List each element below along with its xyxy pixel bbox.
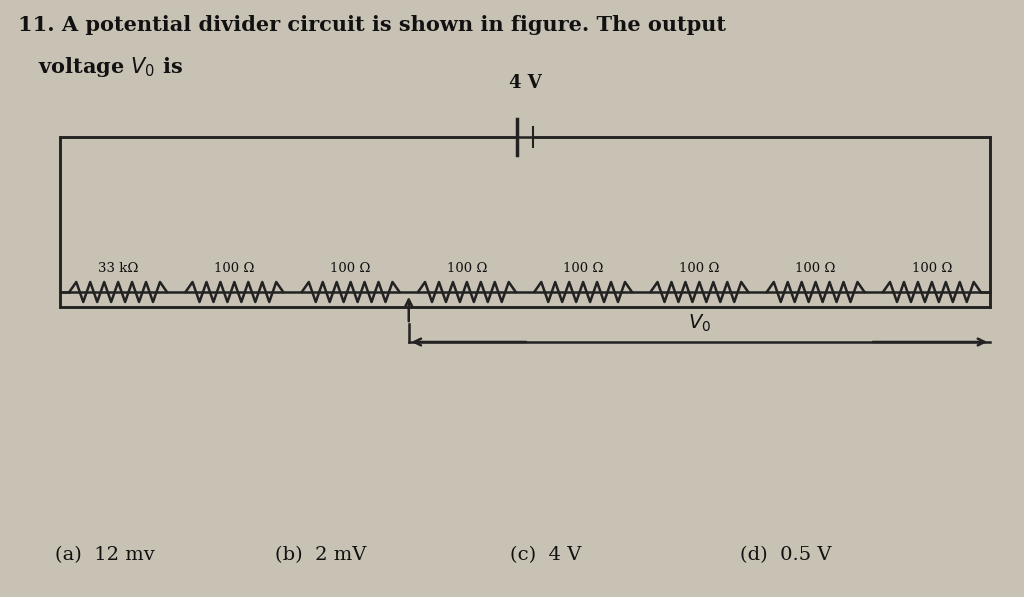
Text: 100 Ω: 100 Ω: [796, 262, 836, 275]
Text: $V_0$: $V_0$: [688, 313, 711, 334]
Text: 100 Ω: 100 Ω: [331, 262, 371, 275]
Text: 100 Ω: 100 Ω: [679, 262, 720, 275]
Text: voltage $V_0$ is: voltage $V_0$ is: [38, 55, 183, 79]
Text: (d)  0.5 V: (d) 0.5 V: [740, 546, 831, 564]
Text: 100 Ω: 100 Ω: [446, 262, 487, 275]
Text: 33 kΩ: 33 kΩ: [98, 262, 138, 275]
Text: 11. A potential divider circuit is shown in figure. The output: 11. A potential divider circuit is shown…: [18, 15, 726, 35]
Text: 100 Ω: 100 Ω: [911, 262, 952, 275]
Text: 100 Ω: 100 Ω: [563, 262, 603, 275]
Text: (a)  12 mv: (a) 12 mv: [55, 546, 155, 564]
Bar: [60, 137, 990, 307]
Text: 100 Ω: 100 Ω: [214, 262, 255, 275]
Text: (b)  2 mV: (b) 2 mV: [275, 546, 367, 564]
Text: 4 V: 4 V: [509, 74, 542, 92]
Text: (c)  4 V: (c) 4 V: [510, 546, 582, 564]
